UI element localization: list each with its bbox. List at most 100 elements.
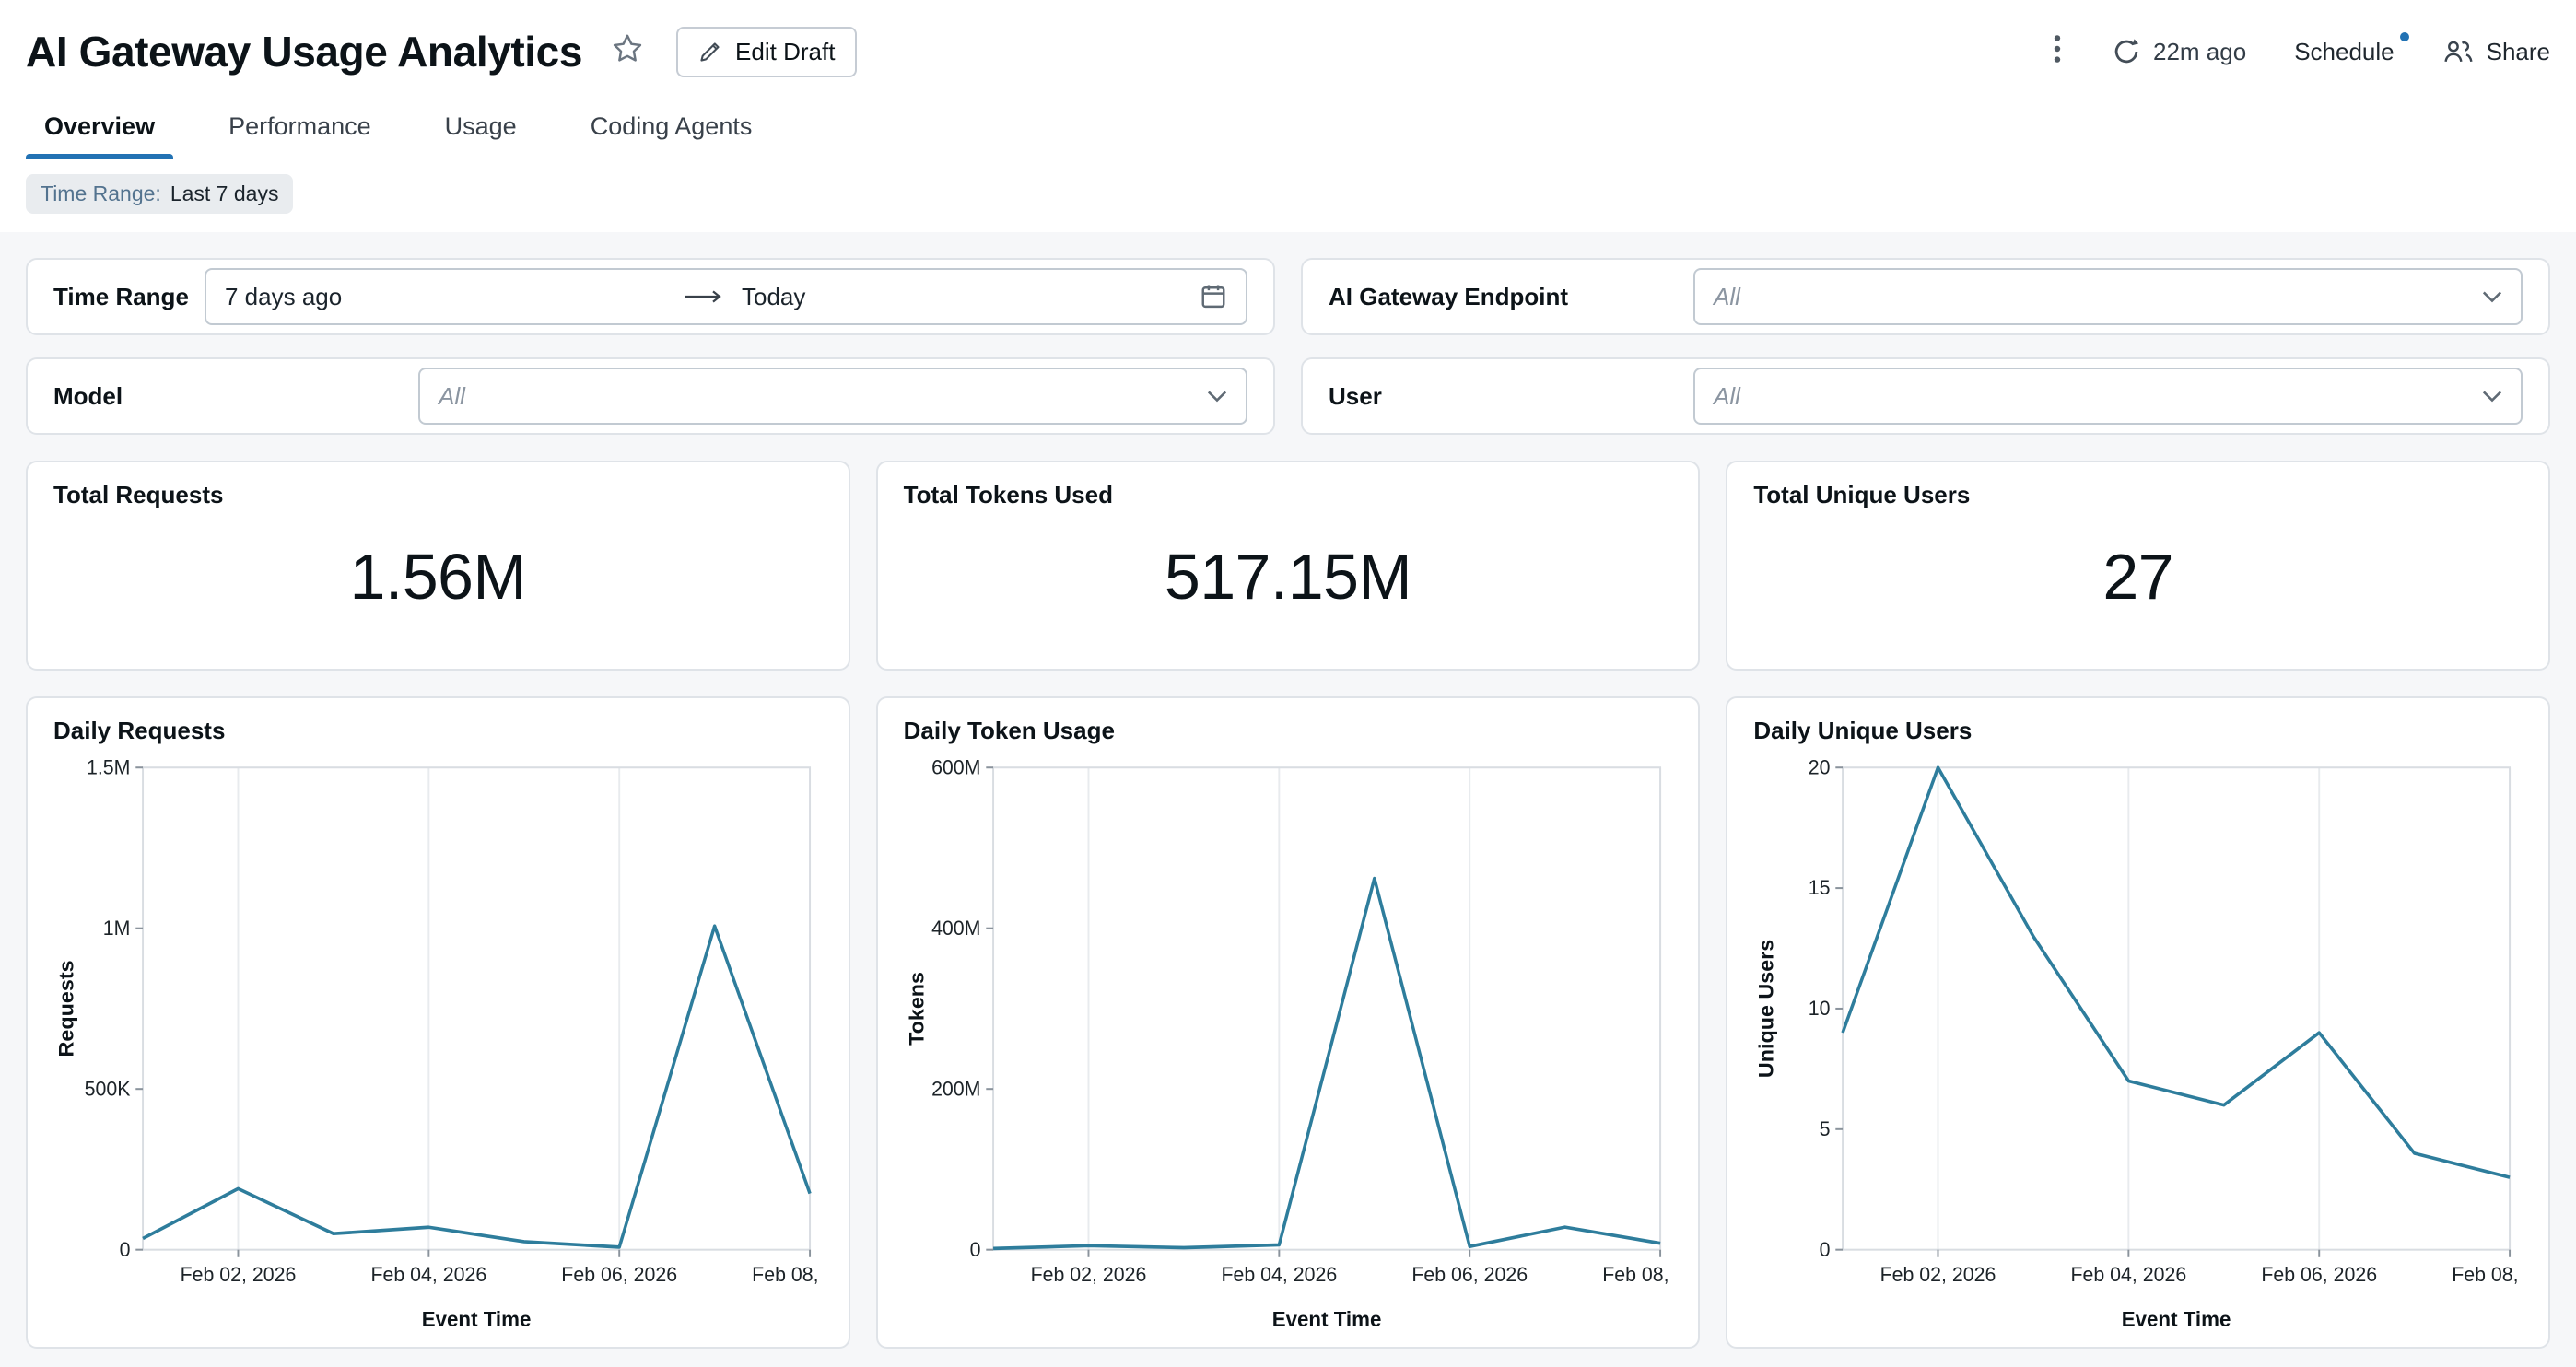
overflow-menu-button[interactable] bbox=[2050, 30, 2065, 74]
filter-chip-row: Time Range: Last 7 days bbox=[0, 159, 2576, 232]
refresh-button[interactable]: 22m ago bbox=[2113, 38, 2246, 66]
svg-text:Feb 02, 2026: Feb 02, 2026 bbox=[1880, 1263, 1996, 1287]
daily-unique-users-chart-card: Daily Unique Users Feb 02, 2026 Feb 04, 2… bbox=[1726, 696, 2550, 1349]
date-range-start[interactable]: 7 days ago bbox=[225, 282, 343, 310]
svg-text:Feb 06, 2026: Feb 06, 2026 bbox=[1411, 1263, 1528, 1287]
svg-text:Feb 06, 2026: Feb 06, 2026 bbox=[561, 1263, 677, 1287]
tab-performance[interactable]: Performance bbox=[228, 112, 371, 140]
counter-title: Total Unique Users bbox=[1753, 481, 1971, 508]
svg-text:Feb 02, 2026: Feb 02, 2026 bbox=[181, 1263, 297, 1287]
svg-text:200M: 200M bbox=[931, 1077, 980, 1101]
schedule-button[interactable]: Schedule bbox=[2294, 31, 2409, 66]
refresh-icon bbox=[2113, 38, 2140, 65]
tab-usage[interactable]: Usage bbox=[444, 112, 517, 140]
svg-text:Unique Users: Unique Users bbox=[1754, 940, 1777, 1078]
svg-text:Feb 02, 2026: Feb 02, 2026 bbox=[1030, 1263, 1146, 1287]
chart-title: Daily Requests bbox=[53, 717, 226, 744]
model-select[interactable]: All bbox=[418, 368, 1247, 425]
dashboard-canvas: Time Range 7 days ago Today AI Gateway E… bbox=[0, 232, 2576, 1367]
time-range-filter-widget: Time Range 7 days ago Today bbox=[26, 258, 1275, 335]
counter-value: 1.56M bbox=[349, 540, 527, 613]
svg-text:Feb 08, 2026: Feb 08, 2026 bbox=[1602, 1263, 1672, 1287]
counter-value: 27 bbox=[2102, 540, 2173, 613]
endpoint-filter-label: AI Gateway Endpoint bbox=[1329, 282, 1569, 310]
svg-text:Tokens: Tokens bbox=[904, 972, 927, 1046]
chip-value: Last 7 days bbox=[170, 181, 279, 205]
share-label: Share bbox=[2486, 37, 2550, 65]
endpoint-filter-widget: AI Gateway Endpoint All bbox=[1301, 258, 2550, 335]
endpoint-select-value: All bbox=[1714, 282, 1740, 310]
svg-text:1M: 1M bbox=[103, 916, 131, 940]
filters-grid: Time Range 7 days ago Today AI Gateway E… bbox=[26, 258, 2550, 435]
chart-cards-row: Daily Requests Feb 02, 2026 Feb 04, 2026 F… bbox=[26, 696, 2550, 1349]
chevron-down-icon bbox=[1207, 390, 1227, 403]
svg-text:Feb 06, 2026: Feb 06, 2026 bbox=[2262, 1263, 2378, 1287]
counter-title: Total Requests bbox=[53, 481, 224, 508]
svg-text:Feb 04, 2026: Feb 04, 2026 bbox=[2071, 1263, 2187, 1287]
model-select-value: All bbox=[439, 381, 465, 410]
time-range-chip[interactable]: Time Range: Last 7 days bbox=[26, 174, 294, 214]
chevron-down-icon bbox=[2482, 390, 2502, 403]
daily-token-usage-chart-card: Daily Token Usage Feb 02, 2026 Feb 04, 20… bbox=[875, 696, 1701, 1349]
tab-coding-agents[interactable]: Coding Agents bbox=[590, 112, 753, 140]
user-select[interactable]: All bbox=[1693, 368, 2523, 425]
user-filter-label: User bbox=[1329, 381, 1382, 410]
edit-draft-button[interactable]: Edit Draft bbox=[676, 26, 858, 77]
svg-text:0: 0 bbox=[969, 1237, 980, 1261]
share-button[interactable]: Share bbox=[2442, 38, 2550, 66]
total-tokens-card: Total Tokens Used 517.15M bbox=[875, 461, 1701, 671]
tab-overview[interactable]: Overview bbox=[26, 101, 174, 159]
svg-text:Feb 08, 2026: Feb 08, 2026 bbox=[2453, 1263, 2523, 1287]
page-title: AI Gateway Usage Analytics bbox=[26, 28, 583, 76]
schedule-notification-dot bbox=[2399, 31, 2409, 41]
top-bar: AI Gateway Usage Analytics Edit Draft bbox=[0, 0, 2576, 159]
last-refresh-text: 22m ago bbox=[2153, 37, 2247, 65]
svg-text:10: 10 bbox=[1809, 997, 1831, 1021]
svg-text:Requests: Requests bbox=[54, 960, 77, 1057]
people-icon bbox=[2442, 39, 2474, 64]
kebab-icon bbox=[2054, 34, 2061, 70]
date-range-input[interactable]: 7 days ago Today bbox=[205, 268, 1247, 325]
title-row: AI Gateway Usage Analytics Edit Draft bbox=[26, 18, 2550, 85]
favorite-star-button[interactable] bbox=[612, 33, 643, 70]
svg-text:0: 0 bbox=[120, 1237, 131, 1261]
svg-text:Event Time: Event Time bbox=[422, 1306, 532, 1331]
user-filter-widget: User All bbox=[1301, 357, 2550, 435]
schedule-label: Schedule bbox=[2294, 37, 2395, 65]
svg-text:Event Time: Event Time bbox=[1271, 1306, 1381, 1331]
chart-title: Daily Unique Users bbox=[1753, 717, 1973, 744]
svg-text:0: 0 bbox=[1820, 1237, 1831, 1261]
chevron-down-icon bbox=[2482, 290, 2502, 303]
svg-text:1.5M: 1.5M bbox=[87, 755, 130, 779]
svg-text:20: 20 bbox=[1809, 755, 1831, 779]
model-filter-widget: Model All bbox=[26, 357, 1275, 435]
svg-text:Feb 04, 2026: Feb 04, 2026 bbox=[370, 1263, 486, 1287]
pencil-icon bbox=[698, 40, 722, 64]
counter-value: 517.15M bbox=[1164, 540, 1412, 613]
counter-cards-row: Total Requests 1.56M Total Tokens Used 5… bbox=[26, 461, 2550, 671]
time-range-filter-label: Time Range bbox=[53, 282, 189, 310]
star-icon bbox=[612, 33, 643, 70]
daily-unique-users-line-chart[interactable]: Feb 02, 2026 Feb 04, 2026 Feb 06, 2026 Feb … bbox=[1753, 753, 2523, 1336]
total-requests-card: Total Requests 1.56M bbox=[26, 461, 850, 671]
counter-title: Total Tokens Used bbox=[903, 481, 1113, 508]
right-arrow-icon bbox=[683, 289, 723, 304]
top-actions: 22m ago Schedule Share bbox=[2050, 30, 2550, 74]
tab-bar: Overview Performance Usage Coding Agents bbox=[26, 101, 2550, 159]
svg-text:Feb 04, 2026: Feb 04, 2026 bbox=[1221, 1263, 1337, 1287]
total-unique-users-card: Total Unique Users 27 bbox=[1726, 461, 2550, 671]
svg-text:600M: 600M bbox=[931, 755, 980, 779]
svg-text:Feb 08, 2026: Feb 08, 2026 bbox=[752, 1263, 822, 1287]
endpoint-select[interactable]: All bbox=[1693, 268, 2523, 325]
calendar-icon[interactable] bbox=[1200, 283, 1227, 310]
edit-draft-label: Edit Draft bbox=[735, 37, 836, 65]
daily-token-usage-line-chart[interactable]: Feb 02, 2026 Feb 04, 2026 Feb 06, 2026 Feb … bbox=[904, 753, 1673, 1336]
svg-text:15: 15 bbox=[1809, 876, 1831, 900]
model-filter-label: Model bbox=[53, 381, 123, 410]
user-select-value: All bbox=[1714, 381, 1740, 410]
svg-text:500K: 500K bbox=[85, 1077, 131, 1101]
chip-key: Time Range: bbox=[41, 181, 161, 205]
chart-title: Daily Token Usage bbox=[903, 717, 1115, 744]
daily-requests-line-chart[interactable]: Feb 02, 2026 Feb 04, 2026 Feb 06, 2026 Feb … bbox=[53, 753, 823, 1336]
date-range-end[interactable]: Today bbox=[742, 282, 806, 310]
